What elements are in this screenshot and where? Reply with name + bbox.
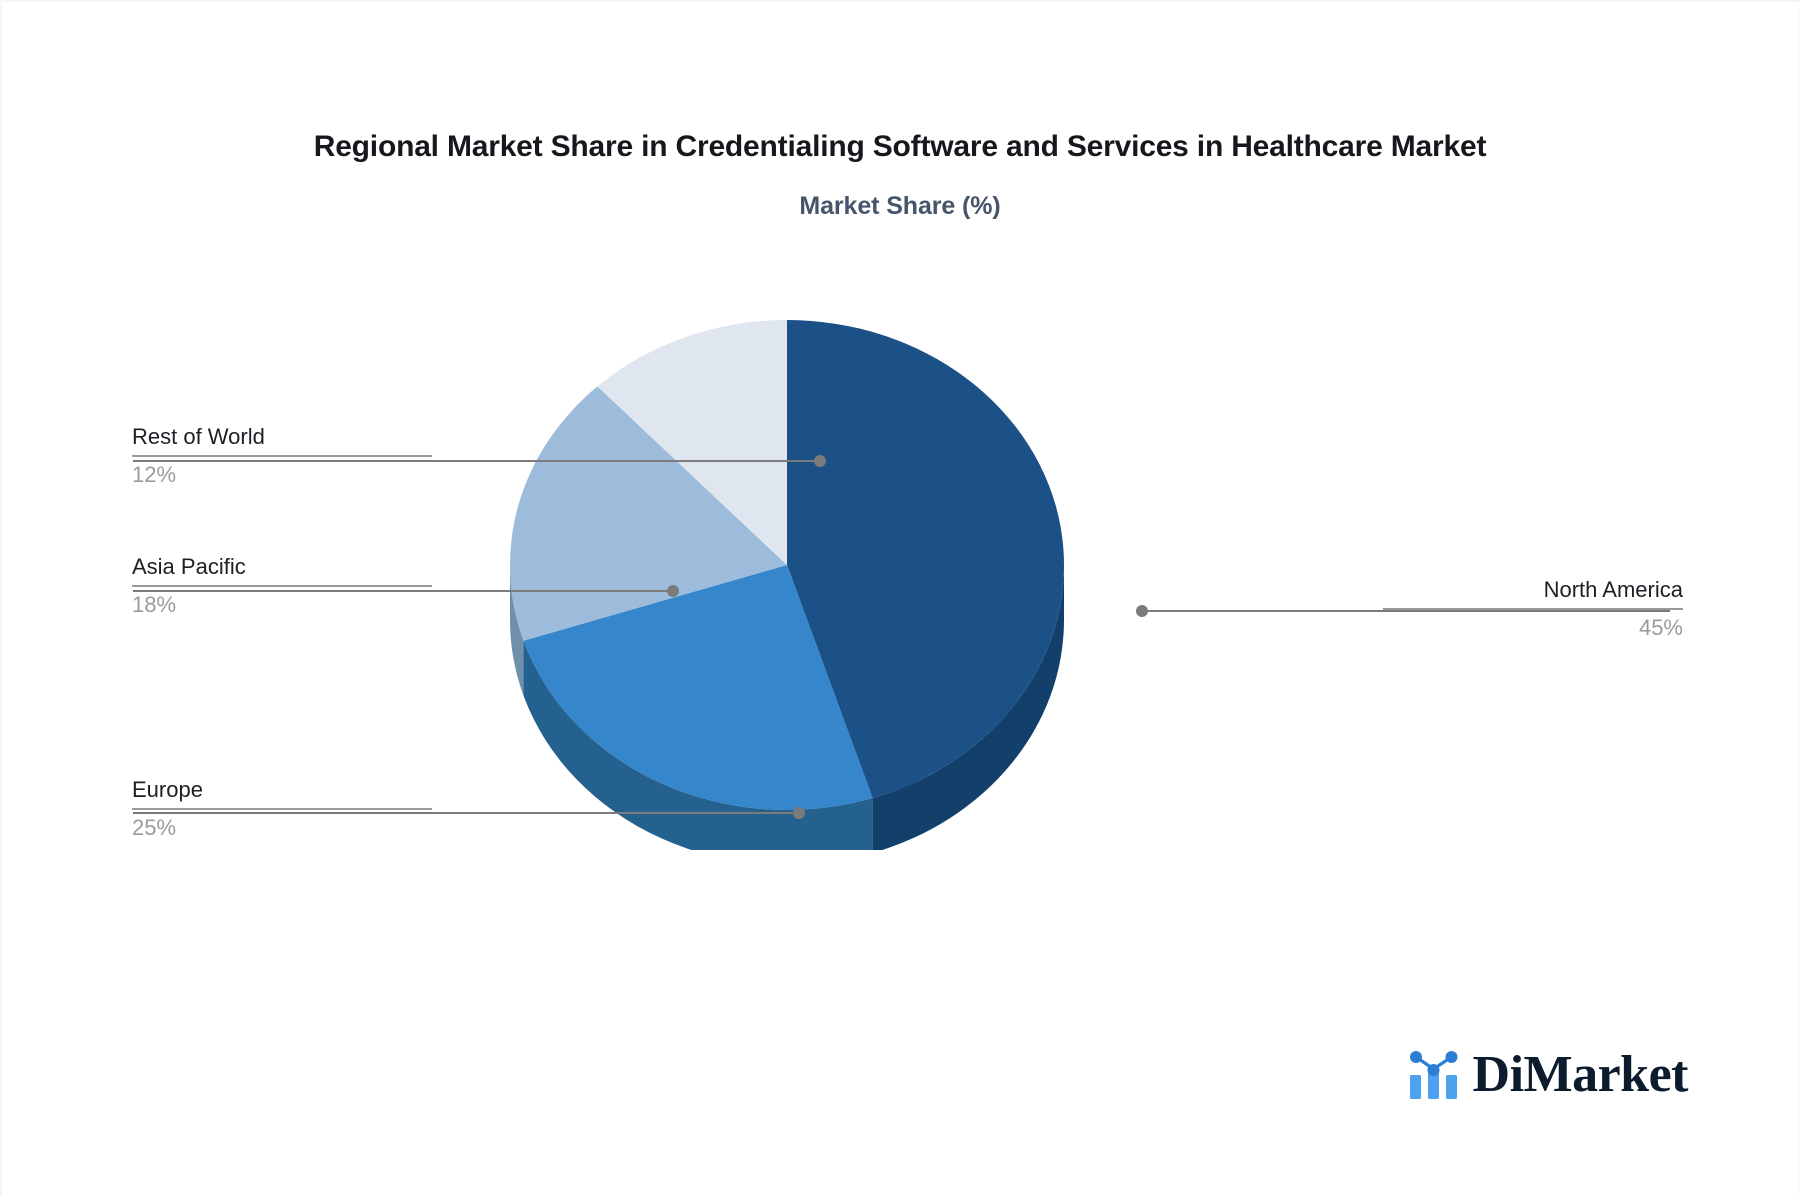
callout-divider	[132, 585, 432, 587]
pie-slices	[510, 320, 1064, 810]
pie-chart	[510, 320, 1070, 850]
pie-depth-europe	[523, 640, 873, 850]
pie-depth-asia-pacific	[510, 565, 524, 696]
callout-value-europe: 25%	[132, 815, 177, 840]
pie-svg	[510, 320, 1064, 850]
chart-subtitle: Market Share (%)	[799, 192, 1001, 220]
callout-asia-pacific[interactable]: Asia Pacific 18%	[132, 552, 432, 620]
callout-label-asia-pacific: Asia Pacific	[132, 554, 246, 579]
callout-label-north-america: North America	[1543, 577, 1683, 602]
pie-slice-asia-pacific[interactable]	[510, 386, 787, 641]
pie-slice-europe[interactable]	[523, 565, 873, 810]
callout-value-north-america: 45%	[1638, 615, 1683, 640]
pie-slice-north-america[interactable]	[787, 320, 1064, 799]
callout-rest-of-world[interactable]: Rest of World 12%	[132, 422, 432, 490]
chart-title: Regional Market Share in Credentialing S…	[313, 130, 1487, 163]
pie-depth-north-america	[872, 565, 1064, 850]
callout-value-rest-of-world: 12%	[132, 462, 177, 487]
callout-divider	[132, 808, 432, 810]
callout-label-rest-of-world: Rest of World	[132, 424, 265, 449]
brand-name: DiMarket	[1472, 1046, 1689, 1103]
brand-logo: DiMarket	[1407, 1046, 1689, 1103]
callout-divider	[1383, 608, 1683, 610]
callout-north-america[interactable]: North America 45%	[1383, 575, 1683, 643]
callout-europe[interactable]: Europe 25%	[132, 775, 432, 843]
callout-value-asia-pacific: 18%	[132, 592, 177, 617]
callout-divider	[132, 455, 432, 457]
pie-slice-rest-of-world[interactable]	[597, 320, 787, 565]
bar-chart-icon	[1409, 1051, 1458, 1099]
callout-label-europe: Europe	[132, 777, 203, 802]
pie-depth	[510, 565, 1064, 850]
